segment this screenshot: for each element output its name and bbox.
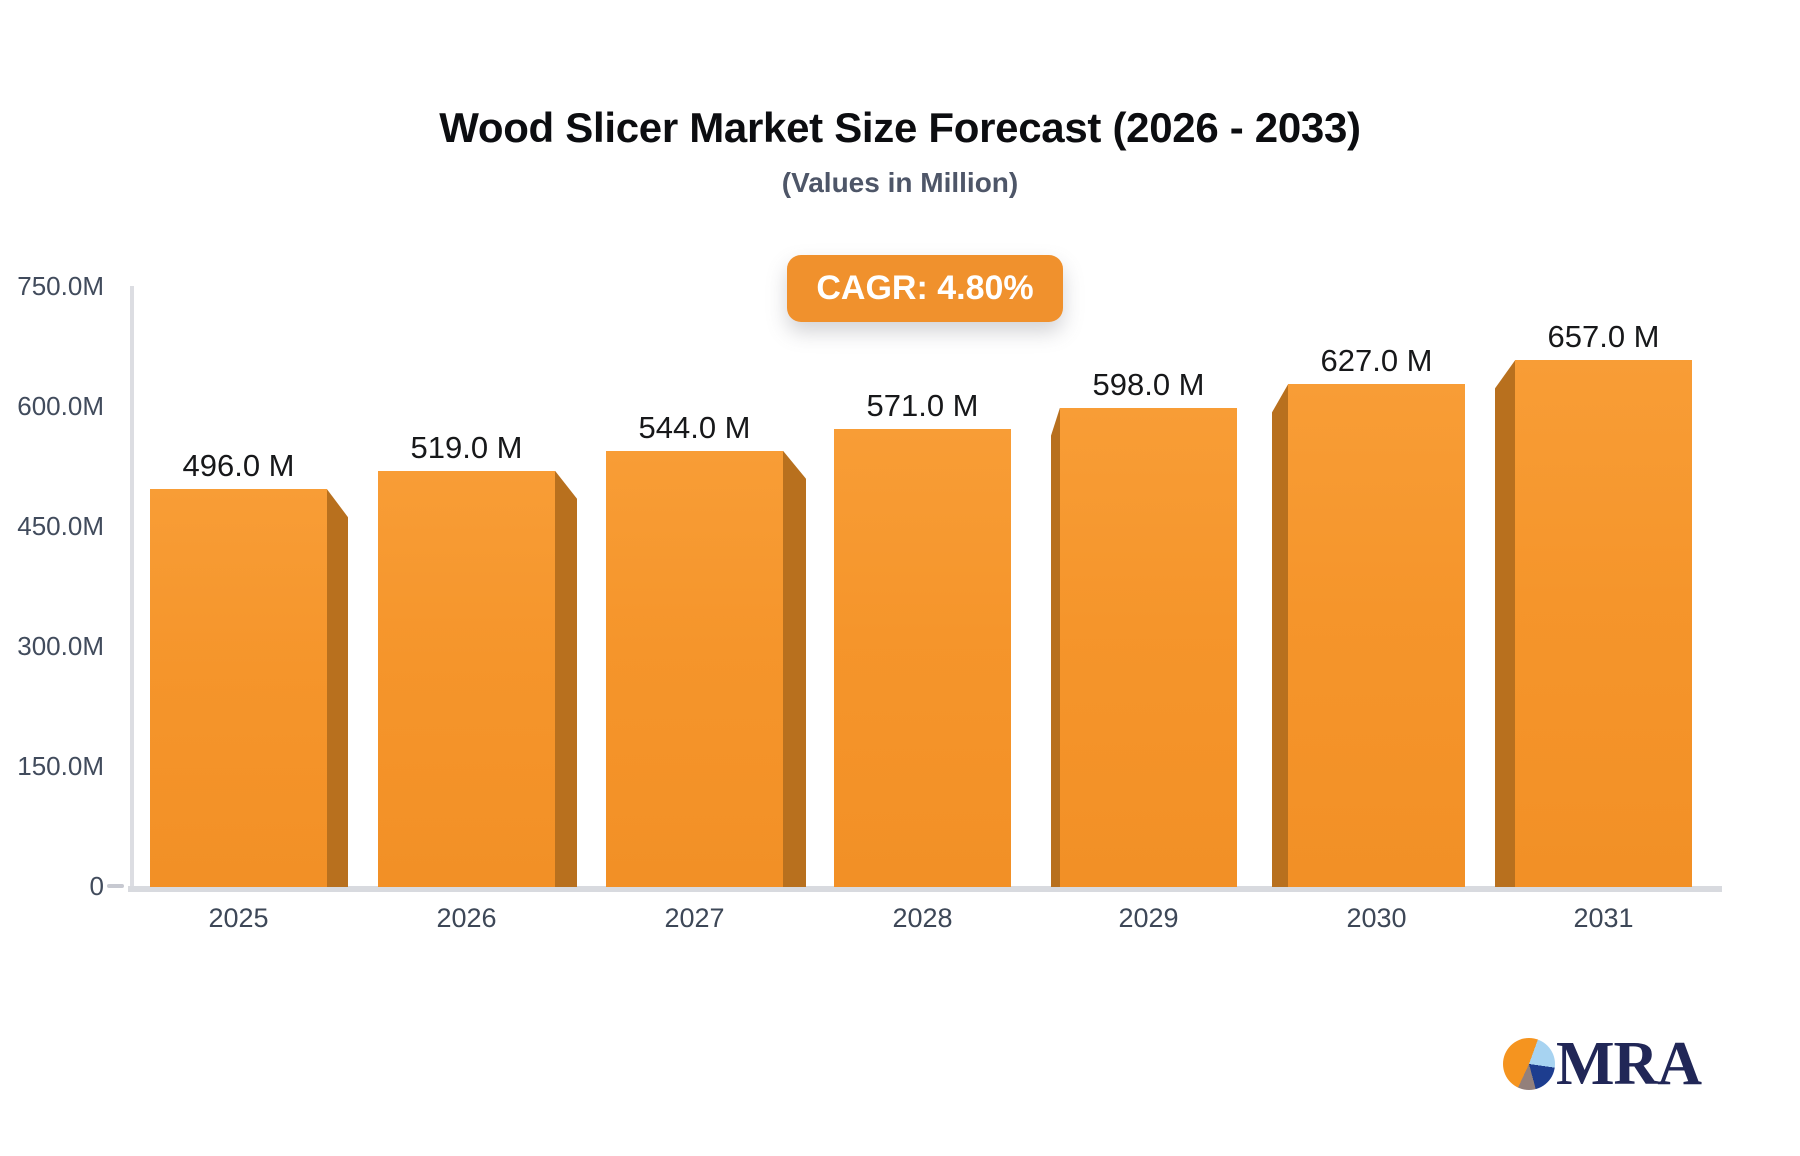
x-tick-label: 2025 <box>208 903 269 933</box>
bar-value-label: 571.0 M <box>866 388 979 424</box>
bar-value-label: 627.0 M <box>1320 343 1433 379</box>
bar-face <box>1288 384 1465 887</box>
bar-side-shadow <box>555 470 577 887</box>
x-tick-label: 2027 <box>664 903 725 933</box>
y-tick-label: 150.0M <box>17 751 104 781</box>
x-tick-label: 2030 <box>1346 903 1407 933</box>
x-tick-label: 2026 <box>436 903 497 933</box>
bar-face <box>150 489 327 887</box>
x-tick-label: 2028 <box>892 903 953 933</box>
bar-face <box>378 470 555 887</box>
bar-value-label: 496.0 M <box>182 448 295 484</box>
brand-logo-text: MRA <box>1556 1030 1702 1098</box>
x-tick-label: 2029 <box>1118 903 1179 933</box>
bar-side-shadow <box>1051 407 1060 887</box>
bar-face <box>1060 407 1237 887</box>
brand-logo: MRA <box>1503 1030 1702 1098</box>
bar-side-shadow <box>783 450 806 887</box>
bar-value-label: 657.0 M <box>1547 319 1660 355</box>
y-tick-label: 600.0M <box>17 391 104 421</box>
bar-side-shadow <box>1495 360 1515 887</box>
x-tick-label: 2031 <box>1573 903 1634 933</box>
bar-value-label: 544.0 M <box>638 409 751 445</box>
chart-subtitle: (Values in Million) <box>781 167 1019 198</box>
bar-face <box>834 429 1011 887</box>
y-tick-label: 0 <box>89 871 104 901</box>
bar-value-label: 519.0 M <box>410 429 523 465</box>
chart-title: Wood Slicer Market Size Forecast (2026 -… <box>439 104 1361 151</box>
cagr-badge: CAGR: 4.80% <box>787 255 1063 322</box>
bar-side-shadow <box>327 489 348 887</box>
x-axis-line <box>128 886 1722 892</box>
bar-side-shadow <box>1272 384 1288 887</box>
y-tick-mark <box>107 884 124 888</box>
y-tick-label: 300.0M <box>17 631 104 661</box>
bar-value-label: 598.0 M <box>1092 366 1205 402</box>
y-tick-label: 450.0M <box>17 511 104 541</box>
bar-face <box>1515 360 1692 887</box>
y-tick-label: 750.0M <box>17 271 104 301</box>
bar-face <box>606 450 783 887</box>
mra-logo-pie-icon <box>1503 1038 1555 1090</box>
y-axis-line <box>130 286 134 886</box>
